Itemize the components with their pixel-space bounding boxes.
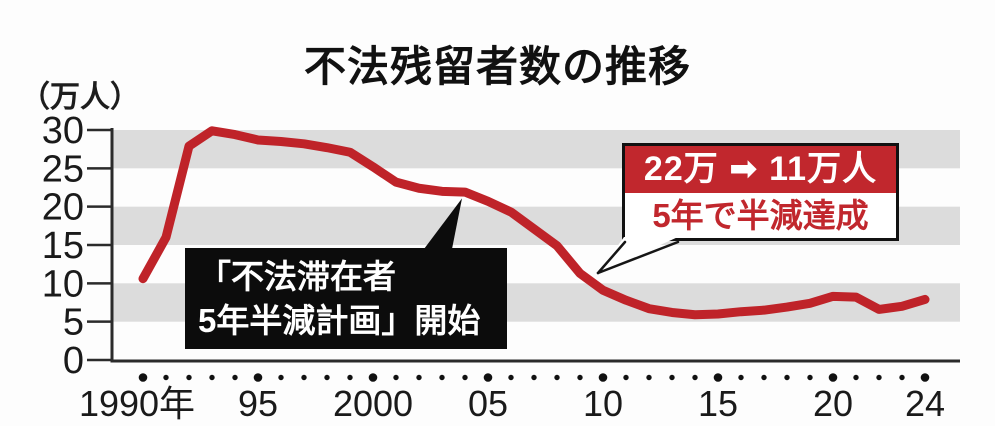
y-axis-unit-label: （万人） (20, 81, 140, 114)
year-tick-dot (828, 373, 838, 382)
y-tick-label: 30 (42, 110, 84, 152)
year-tick-dot (577, 374, 583, 381)
year-tick-dot (920, 373, 930, 382)
year-tick-dot (692, 374, 698, 381)
year-tick-dot (368, 373, 378, 382)
year-tick-dot (807, 374, 813, 381)
x-tick-label: 10 (583, 383, 623, 424)
year-tick-dot (462, 374, 468, 381)
x-tick-label: 2000 (333, 383, 413, 424)
annotation-plan-line2: 5年半減計画」開始 (198, 301, 481, 339)
year-tick-dot (278, 374, 284, 381)
year-tick-dot (186, 374, 192, 381)
year-tick-dot (738, 374, 744, 381)
annotation-plan-box: 「不法滞在者 5年半減計画」開始 (185, 248, 507, 349)
year-tick-dot (508, 374, 514, 381)
y-tick-label: 0 (63, 340, 84, 382)
year-tick-dot (439, 374, 445, 381)
year-tick-dot (646, 374, 652, 381)
year-tick-dot (761, 374, 767, 381)
y-tick-label: 5 (63, 302, 84, 344)
year-tick-dot (138, 373, 148, 382)
year-tick-dot (669, 374, 675, 381)
year-tick-dot (163, 374, 169, 381)
year-tick-dot (876, 374, 882, 381)
year-tick-dot (899, 374, 905, 381)
x-tick-label: 1990年 (79, 383, 195, 424)
year-tick-dot (232, 374, 238, 381)
x-tick-label: 24 (905, 383, 945, 424)
annotation-result-box: 22万 ➡ 11万人 5年で半減達成 (622, 143, 899, 241)
annotation-result-headline: 22万 ➡ 11万人 (625, 146, 896, 193)
year-tick-dot (784, 374, 790, 381)
annotation-plan-line1: 「不法滞在者 (198, 258, 396, 295)
chart-title: 不法残留者数の推移 (303, 43, 691, 90)
x-tick-label: 20 (813, 383, 853, 424)
year-tick-dot (209, 374, 215, 381)
x-tick-label: 15 (698, 383, 738, 424)
x-tick-label: 05 (468, 383, 508, 424)
year-tick-dot (531, 374, 537, 381)
x-tick-label: 95 (238, 383, 278, 424)
year-tick-dot (598, 373, 608, 382)
year-tick-dot (393, 374, 399, 381)
year-tick-dot (301, 374, 307, 381)
year-tick-dot (253, 373, 263, 382)
year-tick-dot (713, 373, 723, 382)
y-tick-label: 20 (42, 187, 84, 229)
year-tick-dot (347, 374, 353, 381)
y-tick-label: 25 (42, 148, 84, 190)
y-tick-label: 10 (42, 263, 84, 305)
year-tick-dot (853, 374, 859, 381)
annotation-result-subline: 5年で半減達成 (652, 197, 869, 234)
year-tick-dot (324, 374, 330, 381)
year-tick-dot (554, 374, 560, 381)
year-tick-dot (416, 374, 422, 381)
year-tick-dot (483, 373, 493, 382)
y-tick-label: 15 (42, 225, 84, 267)
data-line (138, 126, 930, 320)
year-tick-dot (623, 374, 629, 381)
